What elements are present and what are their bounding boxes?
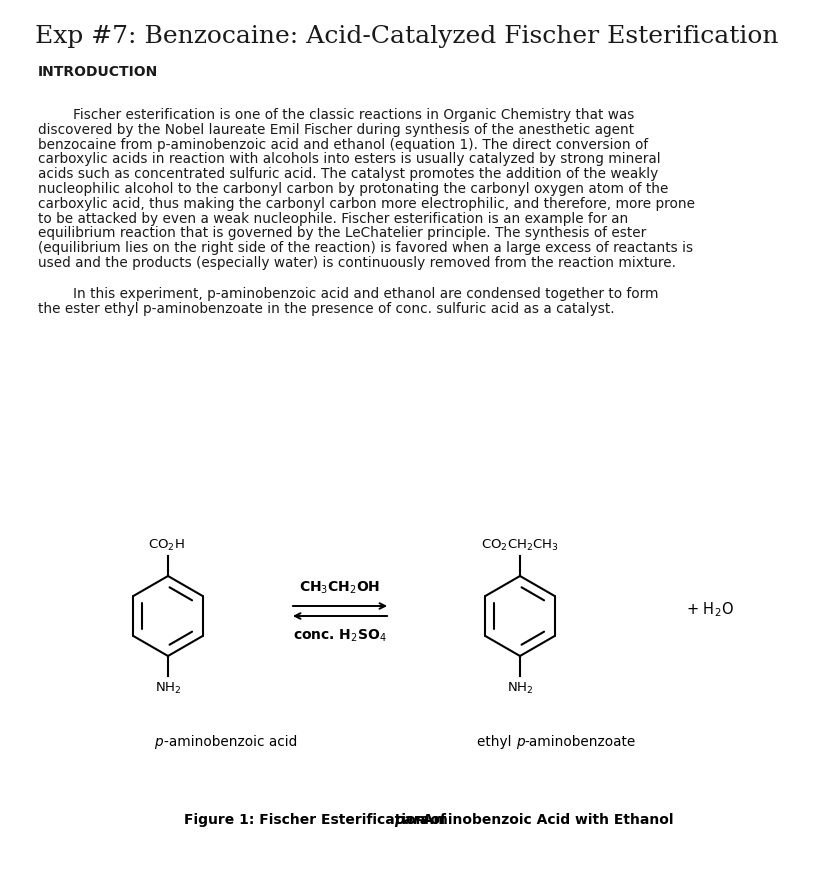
Text: carboxylic acids in reaction with alcohols into esters is usually catalyzed by s: carboxylic acids in reaction with alcoho… — [38, 152, 661, 167]
Text: + H$_2$O: + H$_2$O — [686, 600, 734, 618]
Text: to be attacked by even a weak nucleophile. Fischer esterification is an example : to be attacked by even a weak nucleophil… — [38, 212, 628, 225]
Text: CH$_3$CH$_2$OH: CH$_3$CH$_2$OH — [300, 579, 381, 595]
Text: CO$_2$H: CO$_2$H — [147, 537, 184, 552]
Text: p: p — [516, 734, 525, 748]
Text: Fischer esterification is one of the classic reactions in Organic Chemistry that: Fischer esterification is one of the cla… — [38, 108, 634, 122]
Text: discovered by the Nobel laureate Emil Fischer during synthesis of the anesthetic: discovered by the Nobel laureate Emil Fi… — [38, 122, 634, 136]
Text: Exp #7: Benzocaine: Acid-Catalyzed Fischer Esterification: Exp #7: Benzocaine: Acid-Catalyzed Fisch… — [35, 25, 779, 48]
Text: equilibrium reaction that is governed by the LeChatelier principle. The synthesi: equilibrium reaction that is governed by… — [38, 226, 646, 240]
Text: p: p — [155, 734, 163, 748]
Text: conc. H$_2$SO$_4$: conc. H$_2$SO$_4$ — [293, 627, 387, 643]
Text: ethyl: ethyl — [477, 734, 516, 748]
Text: -aminobenzoic acid: -aminobenzoic acid — [164, 734, 297, 748]
Text: -Aminobenzoic Acid with Ethanol: -Aminobenzoic Acid with Ethanol — [417, 812, 673, 826]
Text: -aminobenzoate: -aminobenzoate — [524, 734, 635, 748]
Text: nucleophilic alcohol to the carbonyl carbon by protonating the carbonyl oxygen a: nucleophilic alcohol to the carbonyl car… — [38, 182, 668, 196]
Text: (equilibrium lies on the right side of the reaction) is favored when a large exc: (equilibrium lies on the right side of t… — [38, 241, 694, 255]
Text: acids such as concentrated sulfuric acid. The catalyst promotes the addition of : acids such as concentrated sulfuric acid… — [38, 167, 659, 181]
Text: used and the products (especially water) is continuously removed from the reacti: used and the products (especially water)… — [38, 256, 676, 269]
Text: INTRODUCTION: INTRODUCTION — [38, 65, 158, 79]
Text: CO$_2$CH$_2$CH$_3$: CO$_2$CH$_2$CH$_3$ — [481, 537, 559, 552]
Text: para: para — [395, 812, 430, 826]
Text: Figure 1: Fischer Esterification of para-Aminobenzoic Acid with Ethanol: Figure 1: Fischer Esterification of para… — [128, 812, 686, 826]
Text: NH$_2$: NH$_2$ — [507, 680, 533, 696]
Text: the ester ethyl p-aminobenzoate in the presence of conc. sulfuric acid as a cata: the ester ethyl p-aminobenzoate in the p… — [38, 301, 615, 315]
Text: NH$_2$: NH$_2$ — [155, 680, 182, 696]
Text: carboxylic acid, thus making the carbonyl carbon more electrophilic, and therefo: carboxylic acid, thus making the carbony… — [38, 197, 695, 211]
Text: In this experiment, p-aminobenzoic acid and ethanol are condensed together to fo: In this experiment, p-aminobenzoic acid … — [38, 286, 659, 300]
Text: Figure 1: Fischer Esterification of: Figure 1: Fischer Esterification of — [184, 812, 451, 826]
Text: benzocaine from p-aminobenzoic acid and ethanol (equation 1). The direct convers: benzocaine from p-aminobenzoic acid and … — [38, 137, 648, 152]
